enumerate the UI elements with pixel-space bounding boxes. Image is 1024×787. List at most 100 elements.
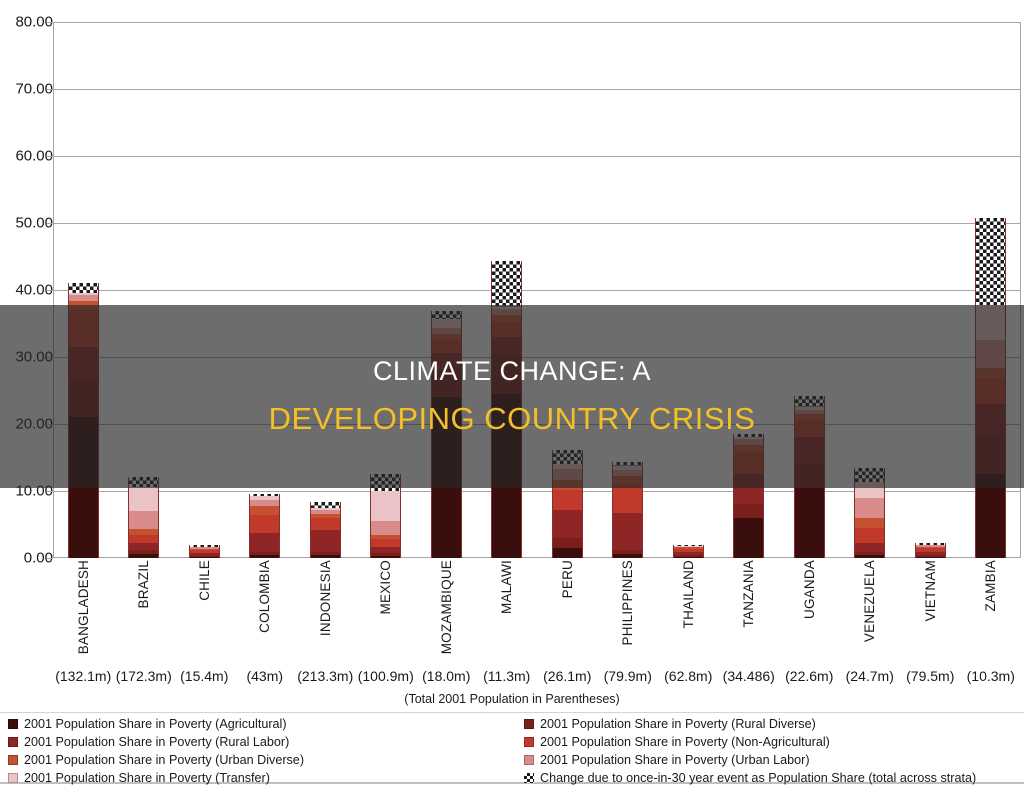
- bar-group[interactable]: [854, 22, 886, 558]
- bar-segment: [673, 547, 703, 549]
- bar-segment: [189, 553, 219, 556]
- legend-item-label: 2001 Population Share in Poverty (Transf…: [24, 771, 270, 785]
- bar-segment: [915, 543, 945, 545]
- stacked-bar[interactable]: [975, 217, 1007, 558]
- bar-segment: [976, 403, 1006, 434]
- bar-group[interactable]: [370, 22, 402, 558]
- bar-group[interactable]: [975, 22, 1007, 558]
- stacked-bar[interactable]: [249, 493, 281, 558]
- x-axis-label-text: VENEZUELA: [862, 560, 878, 643]
- x-axis-population-label: (79.5m): [906, 668, 955, 684]
- legend-item[interactable]: 2001 Population Share in Poverty (Non-Ag…: [524, 733, 1024, 751]
- x-axis-population-label: (11.3m): [483, 668, 531, 684]
- bar-segment: [855, 497, 885, 519]
- x-axis-population-label: (172.3m): [115, 668, 172, 684]
- y-axis-tick-mark: [47, 156, 53, 157]
- stacked-bar[interactable]: [188, 544, 220, 558]
- bar-segment: [250, 533, 280, 552]
- legend-color-swatch-icon: [524, 737, 534, 747]
- bar-segment: [976, 474, 1006, 558]
- bar-group[interactable]: [793, 22, 825, 558]
- bar-group[interactable]: [188, 22, 220, 558]
- bar-segment: [855, 518, 885, 528]
- legend-item[interactable]: 2001 Population Share in Poverty (Rural …: [524, 715, 1024, 733]
- bar-segment: [613, 475, 643, 485]
- bar-segment: [734, 444, 764, 453]
- bar-group[interactable]: [491, 22, 523, 558]
- y-axis-tick-label: 30.00: [15, 348, 53, 366]
- legend-item[interactable]: 2001 Population Share in Poverty (Agricu…: [8, 715, 528, 733]
- bar-segment: [310, 502, 340, 509]
- bar-segment: [794, 419, 824, 438]
- bar-group[interactable]: [67, 22, 99, 558]
- legend-item[interactable]: 2001 Population Share in Poverty (Urban …: [8, 751, 528, 769]
- gridline: [54, 491, 1020, 492]
- stacked-bar[interactable]: [854, 467, 886, 558]
- y-axis-tick-mark: [47, 290, 53, 291]
- x-axis-population-label: (132.1m): [55, 668, 112, 684]
- stacked-bar[interactable]: [551, 450, 583, 558]
- legend-item[interactable]: Change due to once-in-30 year event as P…: [524, 769, 1024, 787]
- bar-segment: [613, 549, 643, 554]
- bar-segment: [129, 486, 159, 512]
- x-axis-label-text: CHILE: [196, 560, 212, 601]
- bar-segment: [250, 495, 280, 500]
- bar-segment: [371, 491, 401, 522]
- legend-item[interactable]: 2001 Population Share in Poverty (Urban …: [524, 751, 1024, 769]
- bar-segment: [915, 546, 945, 548]
- x-axis-population-label: (213.3m): [297, 668, 354, 684]
- stacked-bar[interactable]: [370, 474, 402, 558]
- bar-segment: [129, 543, 159, 550]
- stacked-bar[interactable]: [733, 434, 765, 558]
- bar-segment: [310, 513, 340, 518]
- x-axis-label: BANGLADESH: [53, 560, 114, 660]
- bar-segment: [250, 551, 280, 556]
- bar-segment: [613, 513, 643, 550]
- stacked-bar[interactable]: [430, 310, 462, 558]
- bar-segment: [673, 545, 703, 547]
- bar-segment: [673, 555, 703, 557]
- x-axis-label: BRAZIL: [114, 560, 175, 660]
- x-axis-label-text: PERU: [559, 560, 575, 599]
- bar-group[interactable]: [249, 22, 281, 558]
- stacked-bar[interactable]: [672, 545, 704, 558]
- bar-group[interactable]: [914, 22, 946, 558]
- bar-segment: [915, 544, 945, 546]
- bar-segment: [855, 551, 885, 556]
- bar-segment: [129, 528, 159, 535]
- bar-segment: [855, 527, 885, 543]
- bar-segment: [250, 555, 280, 558]
- bar-segment: [189, 546, 219, 548]
- x-axis-label-text: TANZANIA: [741, 560, 757, 628]
- gridline: [54, 223, 1020, 224]
- legend-item[interactable]: 2001 Population Share in Poverty (Transf…: [8, 769, 528, 787]
- legend-item-label: 2001 Population Share in Poverty (Agricu…: [24, 717, 287, 731]
- stacked-bar[interactable]: [914, 543, 946, 558]
- x-axis-label-text: MOZAMBIQUE: [438, 560, 454, 655]
- bar-segment: [492, 336, 522, 354]
- bar-segment: [371, 553, 401, 556]
- stacked-bar[interactable]: [67, 283, 99, 558]
- stacked-bar[interactable]: [793, 395, 825, 558]
- bar-group[interactable]: [612, 22, 644, 558]
- stacked-bar[interactable]: [491, 260, 523, 558]
- bar-segment: [431, 370, 461, 398]
- x-axis-label: VIETNAM: [900, 560, 961, 660]
- bar-group[interactable]: [672, 22, 704, 558]
- bar-group[interactable]: [551, 22, 583, 558]
- stacked-bar[interactable]: [309, 502, 341, 558]
- bar-segment: [552, 450, 582, 464]
- x-axis-label: MALAWI: [477, 560, 538, 660]
- stacked-bar[interactable]: [128, 476, 160, 558]
- bar-group[interactable]: [733, 22, 765, 558]
- bar-segment: [976, 378, 1006, 404]
- bar-group[interactable]: [430, 22, 462, 558]
- bar-segment: [552, 537, 582, 548]
- legend-item[interactable]: 2001 Population Share in Poverty (Rural …: [8, 733, 528, 751]
- bar-segment: [68, 310, 98, 347]
- bar-group[interactable]: [128, 22, 160, 558]
- bar-segment: [855, 482, 885, 498]
- bar-segment: [68, 380, 98, 418]
- stacked-bar[interactable]: [612, 461, 644, 558]
- bar-group[interactable]: [309, 22, 341, 558]
